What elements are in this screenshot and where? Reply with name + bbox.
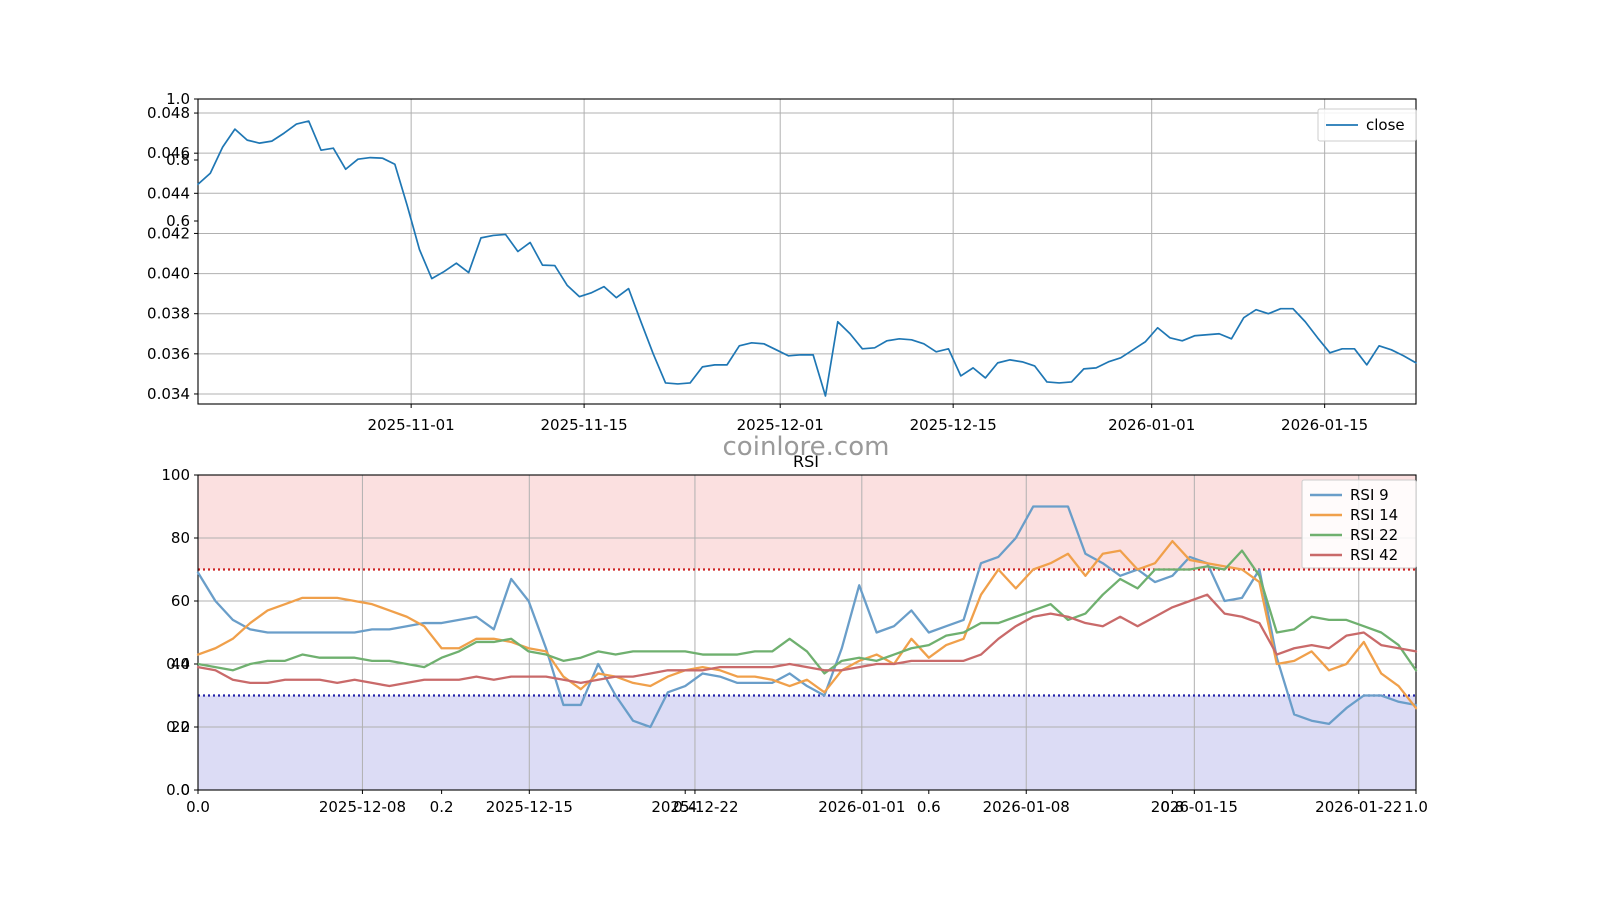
rsi-y-tick-label: 0 [180, 781, 190, 799]
rsi-x-overlay-tick-label: 0.6 [917, 798, 941, 816]
rsi-plot-frame [197, 474, 1417, 791]
rsi-y-tick-label: 40 [171, 655, 190, 673]
legend-label-close: close [1366, 116, 1405, 134]
price-plot-frame [197, 98, 1417, 405]
rsi-x-overlay-axis: 0.0 0.2 0.4 0.6 0.8 1.0 [186, 790, 1428, 816]
rsi-y-overlay-axis: 0.0 0.2 0.4 [166, 655, 198, 799]
rsi-y-tick-label: 20 [171, 718, 190, 736]
rsi-legend[interactable]: RSI 9 RSI 14 RSI 22 RSI 42 [1301, 479, 1417, 569]
legend-label-rsi-22: RSI 22 [1350, 526, 1398, 544]
price-gridlines [198, 99, 1416, 404]
legend-label-rsi-9: RSI 9 [1350, 486, 1389, 504]
price-line-close [197, 120, 1417, 397]
rsi-x-tick-label: 2026-01-22 [1315, 798, 1402, 816]
price-overlay-axis: 0.6 0.8 1.0 [166, 90, 198, 230]
price-y-tick-label: 0.040 [147, 265, 190, 283]
price-x-tick-label: 2026-01-15 [1281, 416, 1368, 434]
price-y-overlay-tick-label: 0.6 [166, 212, 190, 230]
price-x-tick-label: 2025-12-15 [910, 416, 997, 434]
rsi-line-rsi-42 [196, 593, 1418, 688]
rsi-x-overlay-tick-label: 0.4 [673, 798, 697, 816]
price-y-tick-label: 0.042 [147, 224, 190, 242]
rsi-x-tick-label: 2025-12-22 [651, 798, 738, 816]
price-y-tick-label: 0.038 [147, 305, 190, 323]
price-y-overlay-tick-label: 0.8 [166, 151, 190, 169]
price-y-overlay-tick-label: 1.0 [166, 90, 190, 108]
rsi-x-tick-label: 2026-01-01 [818, 798, 905, 816]
watermark: coinlore.com [723, 432, 890, 462]
rsi-y-overlay-tick-label: 0.4 [166, 655, 190, 673]
overbought-band [198, 475, 1416, 570]
price-x-tick-label: 2025-11-15 [541, 416, 628, 434]
legend-label-rsi-14: RSI 14 [1350, 506, 1398, 524]
rsi-x-overlay-tick-label: 0.8 [1160, 798, 1184, 816]
rsi-x-tick-label: 2025-12-08 [319, 798, 406, 816]
rsi-y-tick-label: 60 [171, 592, 190, 610]
rsi-x-overlay-tick-label: 0.0 [186, 798, 210, 816]
rsi-y-overlay-tick-label: 0.2 [166, 718, 190, 736]
price-y-tick-label: 0.036 [147, 345, 190, 363]
rsi-line-rsi-22 [196, 549, 1418, 675]
rsi-y-tick-label: 80 [171, 529, 190, 547]
rsi-line-rsi-14 [196, 540, 1418, 710]
price-y-tick-label: 0.044 [147, 184, 190, 202]
rsi-x-axis: 2025-12-08 2025-12-15 2025-12-22 2026-01-01… [319, 790, 1402, 816]
rsi-x-tick-label: 2026-01-15 [1151, 798, 1238, 816]
oversold-band [198, 695, 1416, 790]
rsi-y-overlay-tick-label: 0.0 [166, 781, 190, 799]
price-x-tick-label: 2026-01-01 [1108, 416, 1195, 434]
rsi-x-overlay-tick-label: 0.2 [430, 798, 454, 816]
rsi-y-tick-label: 100 [161, 466, 190, 484]
rsi-line-rsi-9 [196, 505, 1418, 729]
price-y-tick-label: 0.048 [147, 104, 190, 122]
price-y-tick-label: 0.046 [147, 144, 190, 162]
legend-background [1317, 108, 1417, 142]
price-x-tick-label: 2025-11-01 [368, 416, 455, 434]
price-legend[interactable]: close [1317, 108, 1417, 142]
price-y-tick-label: 0.034 [147, 385, 190, 403]
rsi-panel: 0 20 40 60 80 100 0.0 0.2 0.4 2025-12-08 2025-12-1… [161, 452, 1428, 816]
rsi-y-axis: 0 20 40 60 80 100 [161, 466, 198, 799]
rsi-title: RSI [793, 452, 819, 471]
price-x-tick-label: 2025-12-01 [737, 416, 824, 434]
price-y-axis: 0.034 0.036 0.038 0.040 0.042 0.044 0.046 0.048 [147, 104, 198, 403]
price-panel: 0.034 0.036 0.038 0.040 0.042 0.044 0.046 0.048… [147, 90, 1417, 434]
legend-label-rsi-42: RSI 42 [1350, 546, 1398, 564]
legend-background [1301, 479, 1417, 569]
rsi-x-tick-label: 2025-12-15 [486, 798, 573, 816]
price-x-axis: 2025-11-01 2025-11-15 2025-12-01 2025-12-15… [368, 404, 1368, 434]
rsi-x-overlay-tick-label: 1.0 [1404, 798, 1428, 816]
rsi-x-tick-label: 2026-01-08 [983, 798, 1070, 816]
